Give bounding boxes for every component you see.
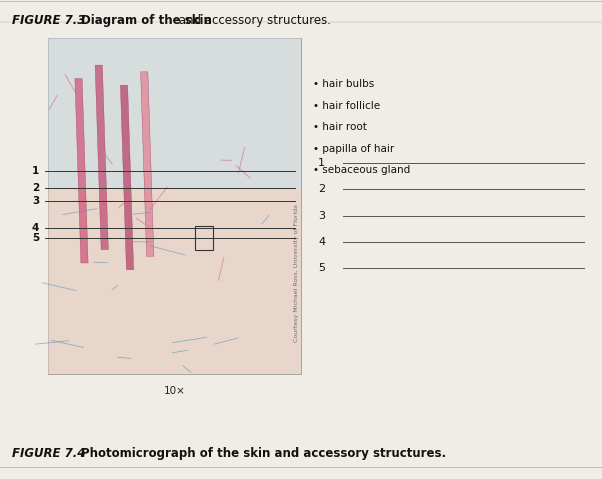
Text: • hair root: • hair root — [313, 122, 367, 132]
Text: Photomicrograph of the skin and accessory structures.: Photomicrograph of the skin and accessor… — [81, 447, 447, 460]
Text: FIGURE 7.4: FIGURE 7.4 — [12, 447, 94, 460]
Polygon shape — [75, 79, 88, 263]
Polygon shape — [141, 72, 154, 256]
FancyBboxPatch shape — [48, 38, 301, 374]
FancyBboxPatch shape — [48, 38, 301, 189]
Polygon shape — [95, 65, 108, 250]
Polygon shape — [120, 85, 134, 270]
Text: • sebaceous gland: • sebaceous gland — [313, 165, 411, 175]
Text: 4: 4 — [32, 223, 39, 233]
Text: • hair bulbs: • hair bulbs — [313, 79, 374, 89]
Text: 5: 5 — [318, 263, 325, 273]
Text: 3: 3 — [318, 211, 325, 220]
Text: Diagram of the skin: Diagram of the skin — [81, 14, 212, 27]
Text: FIGURE 7.3: FIGURE 7.3 — [12, 14, 94, 27]
Text: 10×: 10× — [164, 386, 185, 396]
Text: Courtesy Michael Ross, University of Florida: Courtesy Michael Ross, University of Flo… — [294, 204, 299, 342]
Text: and accessory structures.: and accessory structures. — [175, 14, 330, 27]
Text: 4: 4 — [318, 237, 325, 247]
Text: • hair follicle: • hair follicle — [313, 101, 380, 111]
Text: 2: 2 — [318, 184, 325, 194]
Text: 1: 1 — [32, 166, 39, 176]
Text: 2: 2 — [32, 182, 39, 193]
FancyBboxPatch shape — [48, 189, 301, 374]
Text: 5: 5 — [32, 233, 39, 243]
Text: 3: 3 — [32, 196, 39, 206]
Text: • papilla of hair: • papilla of hair — [313, 144, 394, 154]
Bar — [195, 226, 213, 250]
Text: 1: 1 — [318, 158, 325, 168]
